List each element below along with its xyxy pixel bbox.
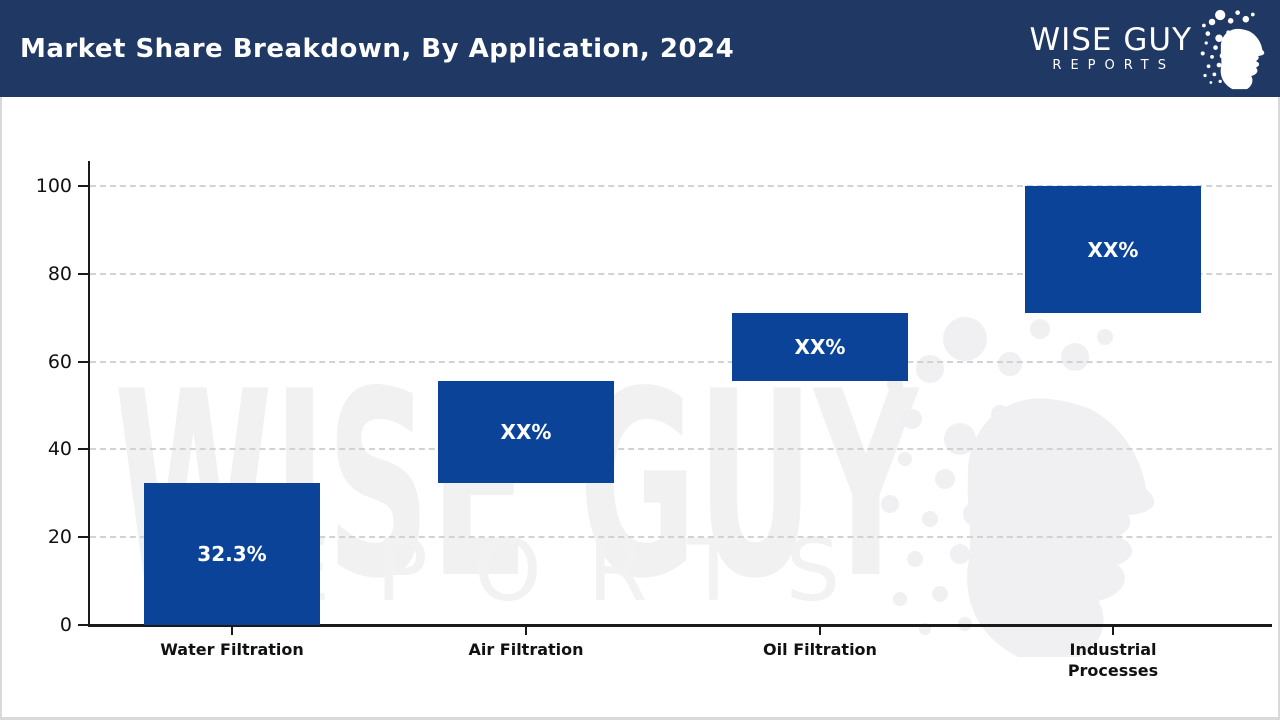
x-tick-mark xyxy=(1112,627,1114,635)
logo-wordmark-block: WISE GUY REPORTS xyxy=(1029,23,1192,75)
x-category-label-oil-filtration: Oil Filtration xyxy=(763,640,877,659)
y-tick-mark xyxy=(78,272,88,275)
bar-oil-filtration xyxy=(732,313,908,382)
y-tick-mark xyxy=(78,536,88,539)
y-tick-label: 0 xyxy=(59,614,72,636)
y-tick-label: 60 xyxy=(47,350,72,373)
bar-industrial-processes xyxy=(1025,186,1201,314)
y-axis-line xyxy=(88,161,90,627)
chart-canvas: WISE GUY REPORTS 0 20 40 60 80 100 32.3% Water … xyxy=(0,97,1280,720)
header-bar: Market Share Breakdown, By Application, … xyxy=(0,0,1280,97)
bar-value-label-water-filtration: 32.3% xyxy=(197,542,267,567)
y-tick-mark xyxy=(78,624,88,626)
gridline-20 xyxy=(90,536,1272,539)
bar-water-filtration xyxy=(144,483,320,625)
x-category-label-water-filtration: Water Filtration xyxy=(160,640,304,659)
gridline-100 xyxy=(90,185,1272,187)
gridline-80 xyxy=(90,272,1272,275)
bar-value-label-industrial-processes: XX% xyxy=(1087,237,1139,262)
y-tick-label: 20 xyxy=(47,526,72,549)
y-tick-mark xyxy=(78,185,88,187)
y-tick-label: 40 xyxy=(47,438,72,461)
bar-value-label-oil-filtration: XX% xyxy=(794,335,846,360)
bar-value-label-air-filtration: XX% xyxy=(500,420,552,445)
x-tick-mark xyxy=(819,627,821,635)
page-title: Market Share Breakdown, By Application, … xyxy=(20,33,735,64)
x-category-label-industrial-processes: Industrial Processes xyxy=(1067,640,1159,680)
bar-air-filtration xyxy=(438,381,614,484)
y-tick-mark xyxy=(78,448,88,451)
logo-wordmark: WISE GUY xyxy=(1029,22,1192,58)
gridline-40 xyxy=(90,448,1272,451)
y-tick-label: 100 xyxy=(35,175,72,197)
x-category-label-air-filtration: Air Filtration xyxy=(468,640,584,659)
y-tick-label: 80 xyxy=(47,262,72,285)
wiseguy-logo: WISE GUY REPORTS xyxy=(1029,6,1272,92)
watermark-head-icon xyxy=(881,317,1155,657)
y-tick-mark xyxy=(78,360,88,363)
logo-subtitle: REPORTS xyxy=(1052,58,1176,73)
x-tick-mark xyxy=(525,627,527,635)
logo-head-icon xyxy=(1200,9,1265,90)
gridline-60 xyxy=(90,360,1272,363)
x-axis-line xyxy=(88,624,1272,627)
x-tick-mark xyxy=(231,627,233,635)
